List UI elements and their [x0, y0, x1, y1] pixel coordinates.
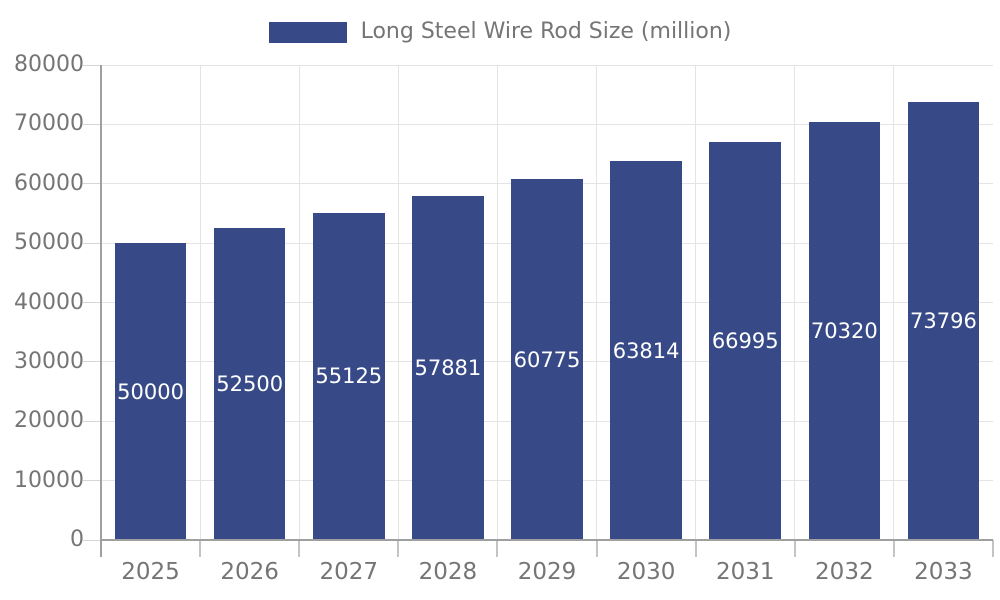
bar: 63814: [610, 161, 682, 540]
y-axis-tick-label: 30000: [14, 348, 84, 374]
y-axis-tick-label: 10000: [14, 467, 84, 493]
y-axis-tick: [83, 302, 101, 303]
bar-value-label: 52500: [216, 372, 284, 397]
bar: 60775: [511, 179, 583, 540]
y-axis-tick-label: 70000: [14, 111, 84, 137]
bar-value-label: 57881: [414, 356, 482, 381]
x-axis-tick: [496, 540, 499, 557]
bar-value-label: 70320: [810, 319, 878, 344]
bar: 55125: [313, 212, 385, 540]
y-axis-tick-label: 60000: [14, 170, 84, 196]
bar: 66995: [709, 142, 781, 540]
y-axis-tick-label: 0: [70, 527, 84, 552]
v-gridline: [199, 65, 201, 540]
x-axis-tick: [992, 540, 994, 557]
x-axis-tick-label: 2032: [815, 559, 874, 585]
y-axis-tick: [83, 123, 101, 125]
x-axis-tick-label: 2027: [319, 559, 379, 585]
legend-label: Long Steel Wire Rod Size (million): [360, 19, 732, 44]
y-axis-tick-label: 50000: [14, 230, 84, 256]
y-axis-tick: [83, 242, 101, 244]
v-gridline: [298, 65, 300, 540]
plot-area: 50000 52500 55125 57881 60775 63814 66995 70320…: [83, 64, 994, 557]
bar-value-label: 55125: [315, 364, 383, 389]
bar: 52500: [213, 228, 286, 540]
bar: 70320: [808, 122, 881, 540]
v-gridline: [695, 65, 697, 540]
bar-value-label: 60775: [513, 347, 581, 372]
x-axis-tick-label: 2031: [715, 559, 775, 585]
y-axis-tick-label: 20000: [14, 408, 84, 434]
legend-swatch-icon: [268, 21, 347, 43]
y-axis-tick: [83, 480, 101, 482]
x-axis-tick: [595, 540, 598, 557]
bar-value-label: 66995: [711, 329, 779, 354]
x-axis-tick-label: 2025: [121, 559, 180, 585]
x-axis-tick-label: 2028: [418, 559, 478, 585]
x-axis-tick-label: 2030: [616, 559, 676, 585]
bar: 50000: [114, 243, 187, 540]
x-axis-tick: [793, 540, 796, 557]
x-axis-tick: [397, 540, 400, 557]
bar-value-label: 50000: [117, 379, 184, 404]
y-axis-tick-label: 40000: [14, 289, 84, 315]
y-axis-tick: [83, 64, 101, 66]
h-gridline: [101, 64, 993, 66]
x-axis-tick-label: 2029: [517, 559, 577, 585]
v-gridline: [794, 65, 796, 540]
y-axis-line: [100, 65, 102, 557]
bar: 57881: [412, 196, 484, 540]
bar-value-label: 63814: [612, 338, 680, 363]
y-axis-tick: [83, 420, 101, 422]
legend: Long Steel Wire Rod Size (million): [0, 18, 1000, 46]
y-axis-tick-label: 80000: [14, 52, 84, 77]
v-gridline: [397, 65, 399, 540]
y-axis-tick: [83, 183, 101, 185]
x-axis-tick: [694, 540, 697, 557]
y-axis-tick: [83, 361, 101, 363]
x-axis-tick: [892, 540, 895, 557]
x-axis-tick: [199, 540, 202, 557]
v-gridline: [893, 65, 895, 540]
x-axis-tick-label: 2033: [914, 559, 973, 585]
x-axis-tick: [298, 540, 301, 557]
y-axis-labels: 0 10000 20000 30000 40000 50000 60000 70000 8000…: [0, 52, 84, 552]
x-axis-tick-label: 2026: [220, 559, 279, 585]
x-axis-line: [101, 539, 993, 541]
bar: 73796: [907, 101, 980, 540]
v-gridline: [496, 65, 498, 540]
v-gridline: [596, 65, 598, 540]
bar-value-label: 73796: [910, 308, 977, 333]
x-axis-labels: 2025 2026 2027 2028 2029 2030 2031 2032 2033: [101, 556, 993, 588]
y-axis-tick: [83, 539, 101, 541]
h-gridline: [101, 123, 993, 125]
